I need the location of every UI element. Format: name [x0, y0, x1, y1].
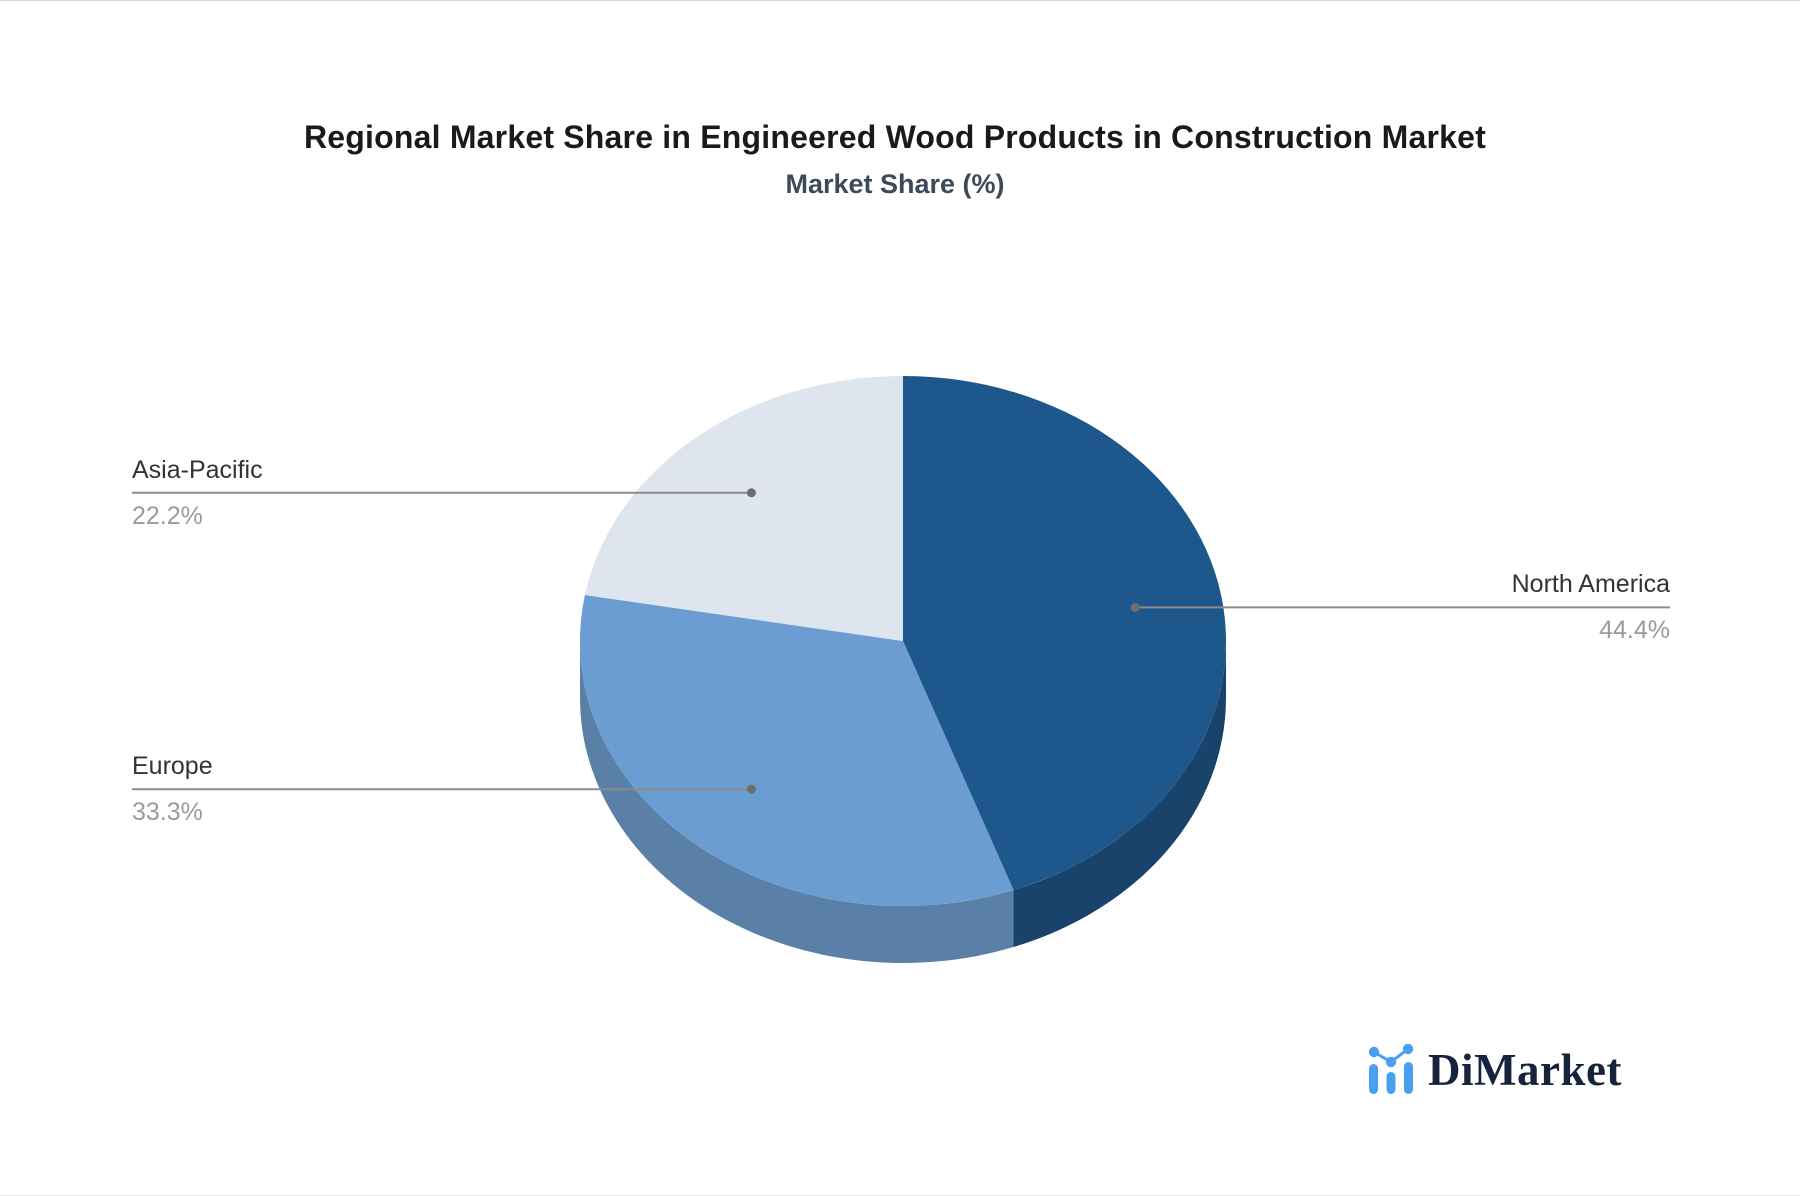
pie-slice-asia-pacific — [584, 376, 903, 641]
pie-slice-side-europe — [580, 641, 1014, 964]
slice-percent: 44.4% — [1599, 616, 1670, 645]
slice-callout: Asia-Pacific 22.2% — [132, 455, 552, 529]
slice-label: Asia-Pacific — [132, 455, 263, 484]
brand-logo: DiMarket — [1366, 1041, 1622, 1099]
pie-slice-north-america — [903, 376, 1227, 891]
pie-slice-europe — [580, 594, 1014, 907]
pie-slice-side-north-america — [1013, 641, 1226, 948]
brand-name: DiMarket — [1428, 1045, 1622, 1095]
slice-callout: Europe 33.3% — [132, 751, 552, 825]
slice-percent: 33.3% — [132, 798, 203, 827]
chart-subtitle: Market Share (%) — [785, 169, 1005, 199]
slice-percent: 22.2% — [132, 501, 203, 530]
leader-dot — [1130, 602, 1140, 612]
slice-label: Europe — [132, 752, 213, 781]
chart-title: Regional Market Share in Engineered Wood… — [304, 119, 1486, 155]
leader-dot — [746, 784, 756, 794]
bar-line-chart-icon — [1368, 1044, 1414, 1094]
slice-label: North America — [1511, 570, 1670, 599]
leader-dot — [746, 488, 756, 498]
slice-callout: North America 44.4% — [1250, 569, 1670, 643]
